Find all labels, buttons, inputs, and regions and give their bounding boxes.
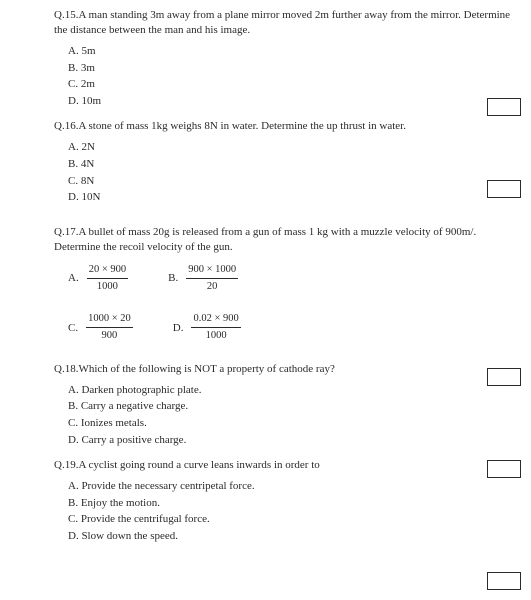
q15-opt-d[interactable]: D. 10m [68, 94, 513, 109]
q18-opt-b[interactable]: B. Carry a negative charge. [68, 399, 513, 414]
q18-opt-a[interactable]: A. Darken photographic plate. [68, 383, 513, 398]
q17-frac-a: 20 × 900 1000 [87, 263, 128, 294]
q18-opt-d[interactable]: D. Carry a positive charge. [68, 433, 513, 448]
q15-opt-a[interactable]: A. 5m [68, 44, 513, 59]
q17-label-a: A. [68, 271, 79, 286]
q17-label-b: B. [168, 271, 178, 286]
q17-label-c: C. [68, 321, 78, 336]
q17-answer-box[interactable] [487, 368, 521, 386]
q17-frac-d-num: 0.02 × 900 [191, 312, 240, 327]
q17-prompt: Q.17.A bullet of mass 20g is released fr… [54, 225, 513, 255]
q17-opt-d[interactable]: D. 0.02 × 900 1000 [173, 312, 241, 343]
q15-opt-b[interactable]: B. 3m [68, 61, 513, 76]
q17-frac-b-num: 900 × 1000 [186, 263, 238, 278]
q17-frac-b-den: 20 [186, 278, 238, 294]
q18-options: A. Darken photographic plate. B. Carry a… [54, 383, 513, 448]
q16-opt-c[interactable]: C. 8N [68, 174, 513, 189]
q16-opt-d[interactable]: D. 10N [68, 190, 513, 205]
q17-frac-a-num: 20 × 900 [87, 263, 128, 278]
q17-frac-a-den: 1000 [87, 278, 128, 294]
q16-options: A. 2N B. 4N C. 8N D. 10N [54, 140, 513, 205]
q17-opt-a[interactable]: A. 20 × 900 1000 [68, 263, 128, 294]
q17-frac-d: 0.02 × 900 1000 [191, 312, 240, 343]
q16-answer-box[interactable] [487, 180, 521, 198]
q19-opt-b[interactable]: B. Enjoy the motion. [68, 496, 513, 511]
q19-prompt: Q.19.A cyclist going round a curve leans… [54, 458, 513, 473]
q16-opt-a[interactable]: A. 2N [68, 140, 513, 155]
q15-opt-c[interactable]: C. 2m [68, 77, 513, 92]
q17-frac-d-den: 1000 [191, 327, 240, 343]
q19-options: A. Provide the necessary centripetal for… [54, 479, 513, 544]
q17-frac-c: 1000 × 20 900 [86, 312, 133, 343]
q15-prompt: Q.15.A man standing 3m away from a plane… [54, 8, 513, 38]
q17-opt-c[interactable]: C. 1000 × 20 900 [68, 312, 133, 343]
q18-answer-box[interactable] [487, 460, 521, 478]
q17-options-row1: A. 20 × 900 1000 B. 900 × 1000 20 [54, 263, 513, 294]
q18-opt-c[interactable]: C. Ionizes metals. [68, 416, 513, 431]
q19-opt-a[interactable]: A. Provide the necessary centripetal for… [68, 479, 513, 494]
q15-options: A. 5m B. 3m C. 2m D. 10m [54, 44, 513, 109]
q18-prompt: Q.18.Which of the following is NOT a pro… [54, 362, 513, 377]
q17-label-d: D. [173, 321, 184, 336]
q17-opt-b[interactable]: B. 900 × 1000 20 [168, 263, 238, 294]
q17-frac-c-num: 1000 × 20 [86, 312, 133, 327]
q15-answer-box[interactable] [487, 98, 521, 116]
q16-prompt: Q.16.A stone of mass 1kg weighs 8N in wa… [54, 119, 513, 134]
q17-frac-c-den: 900 [86, 327, 133, 343]
q19-answer-box[interactable] [487, 572, 521, 590]
q16-opt-b[interactable]: B. 4N [68, 157, 513, 172]
q19-opt-c[interactable]: C. Provide the centrifugal force. [68, 512, 513, 527]
q17-frac-b: 900 × 1000 20 [186, 263, 238, 294]
q19-opt-d[interactable]: D. Slow down the speed. [68, 529, 513, 544]
q17-options-row2: C. 1000 × 20 900 D. 0.02 × 900 1000 [54, 312, 513, 343]
